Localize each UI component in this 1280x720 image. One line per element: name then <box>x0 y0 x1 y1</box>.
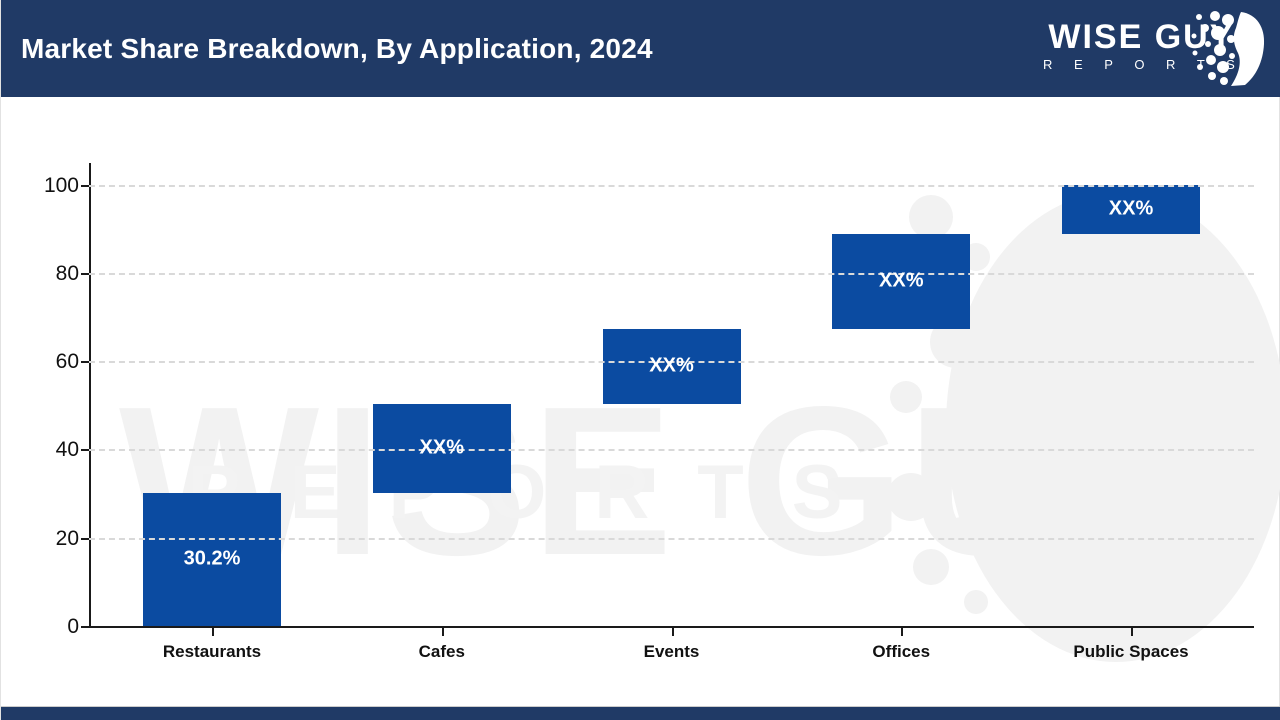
x-tick-4 <box>1131 628 1133 636</box>
y-tick-label-60: 60 <box>55 350 79 374</box>
bar-events <box>602 328 741 404</box>
x-tick-label-1: Cafes <box>418 642 465 661</box>
page-title: Market Share Breakdown, By Application, … <box>21 32 653 64</box>
x-axis-line <box>89 626 1254 628</box>
y-tick-label-100: 100 <box>43 173 79 197</box>
x-tick-3 <box>901 628 904 636</box>
gridline-20 <box>89 537 1254 540</box>
brand-logo: WISE GUY R E P O R T S <box>1009 6 1267 92</box>
x-tick-1 <box>441 628 444 636</box>
y-tick-60 <box>81 361 89 364</box>
bar-value-label: XX% <box>1108 197 1154 220</box>
bar-value-label: XX% <box>419 436 464 459</box>
y-tick-label-20: 20 <box>55 526 79 550</box>
bar-value-label: XX% <box>879 269 924 292</box>
header-bar: Market Share Breakdown, By Application, … <box>1 0 1280 97</box>
y-tick-label-0: 0 <box>67 615 79 638</box>
y-tick-100 <box>81 184 89 187</box>
bar-restaurants <box>143 492 281 626</box>
gridline-60 <box>89 361 1254 364</box>
bar-value-label: XX% <box>649 354 694 377</box>
x-tick-label-2: Events <box>643 642 700 661</box>
gridline-80 <box>89 272 1254 275</box>
x-tick-2 <box>671 628 674 636</box>
x-tick-label-0: Restaurants <box>162 642 262 661</box>
gridline-100 <box>89 184 1254 187</box>
x-tick-label-4: Public Spaces <box>1073 642 1189 661</box>
waterfall-chart: 0 20 40 60 80 100 30.2% Restaurants XX% Cafes XX% E… <box>1 97 1280 707</box>
x-tick-label-3: Offices <box>872 642 931 661</box>
y-tick-20 <box>81 537 89 540</box>
y-axis-line <box>89 162 91 628</box>
bar-value-label: 30.2% <box>183 547 241 570</box>
y-tick-label-80: 80 <box>55 261 79 285</box>
x-tick-0 <box>212 628 214 636</box>
bar-cafes <box>372 403 511 493</box>
brand-subname: R E P O R T S <box>1043 57 1244 72</box>
y-tick-40 <box>81 449 89 452</box>
y-tick-label-40: 40 <box>55 438 79 462</box>
footer-bar <box>1 706 1280 720</box>
y-tick-0 <box>81 626 89 628</box>
dotted-face-icon <box>1191 11 1265 86</box>
gridline-40 <box>89 449 1254 452</box>
y-tick-80 <box>81 272 89 275</box>
